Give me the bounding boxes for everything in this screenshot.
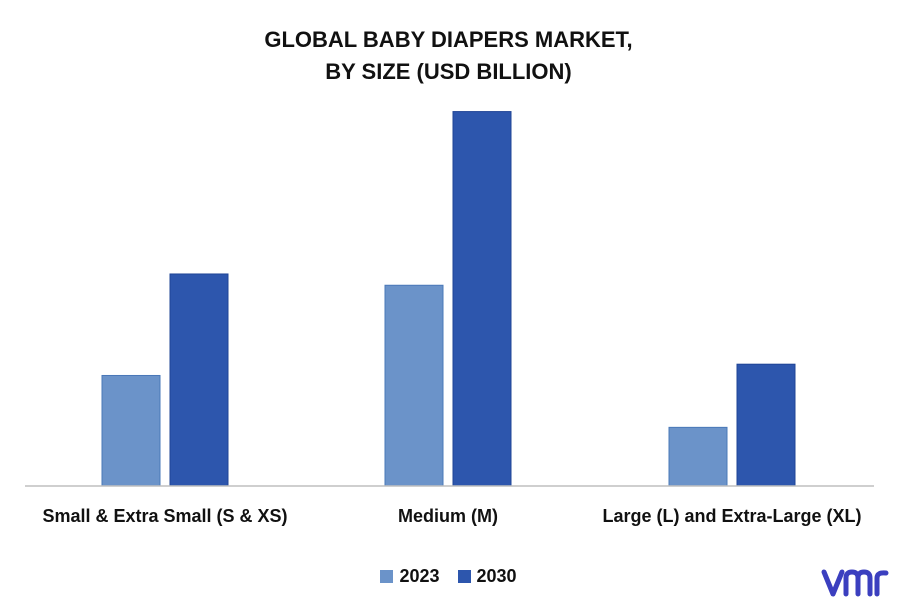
chart-title: GLOBAL BABY DIAPERS MARKET, BY SIZE (USD…	[0, 24, 897, 88]
legend-label-2023: 2023	[399, 566, 440, 586]
bar-2023-0	[101, 374, 161, 487]
vmr-logo-icon	[821, 569, 889, 597]
bars-group	[101, 111, 796, 487]
bar-2023-1	[384, 284, 444, 487]
category-label: Medium (M)	[398, 506, 498, 526]
bar-2023-2	[668, 426, 728, 487]
legend-item-2023: 2023	[380, 566, 440, 587]
bar-2030-2	[736, 363, 796, 487]
category-label: Small & Extra Small (S & XS)	[42, 506, 288, 526]
legend: 2023 2030	[0, 566, 897, 587]
legend-swatch-2023	[380, 570, 394, 583]
chart-title-line-2: BY SIZE (USD BILLION)	[325, 59, 572, 84]
legend-label-2030: 2030	[476, 566, 517, 586]
chart-title-line-1: GLOBAL BABY DIAPERS MARKET,	[264, 27, 633, 52]
legend-swatch-2030	[457, 570, 471, 583]
legend-item-2030: 2030	[457, 566, 517, 587]
bar-2030-1	[452, 111, 512, 487]
bar-2030-0	[169, 273, 229, 487]
category-label: Large (L) and Extra-Large (XL)	[602, 506, 862, 526]
